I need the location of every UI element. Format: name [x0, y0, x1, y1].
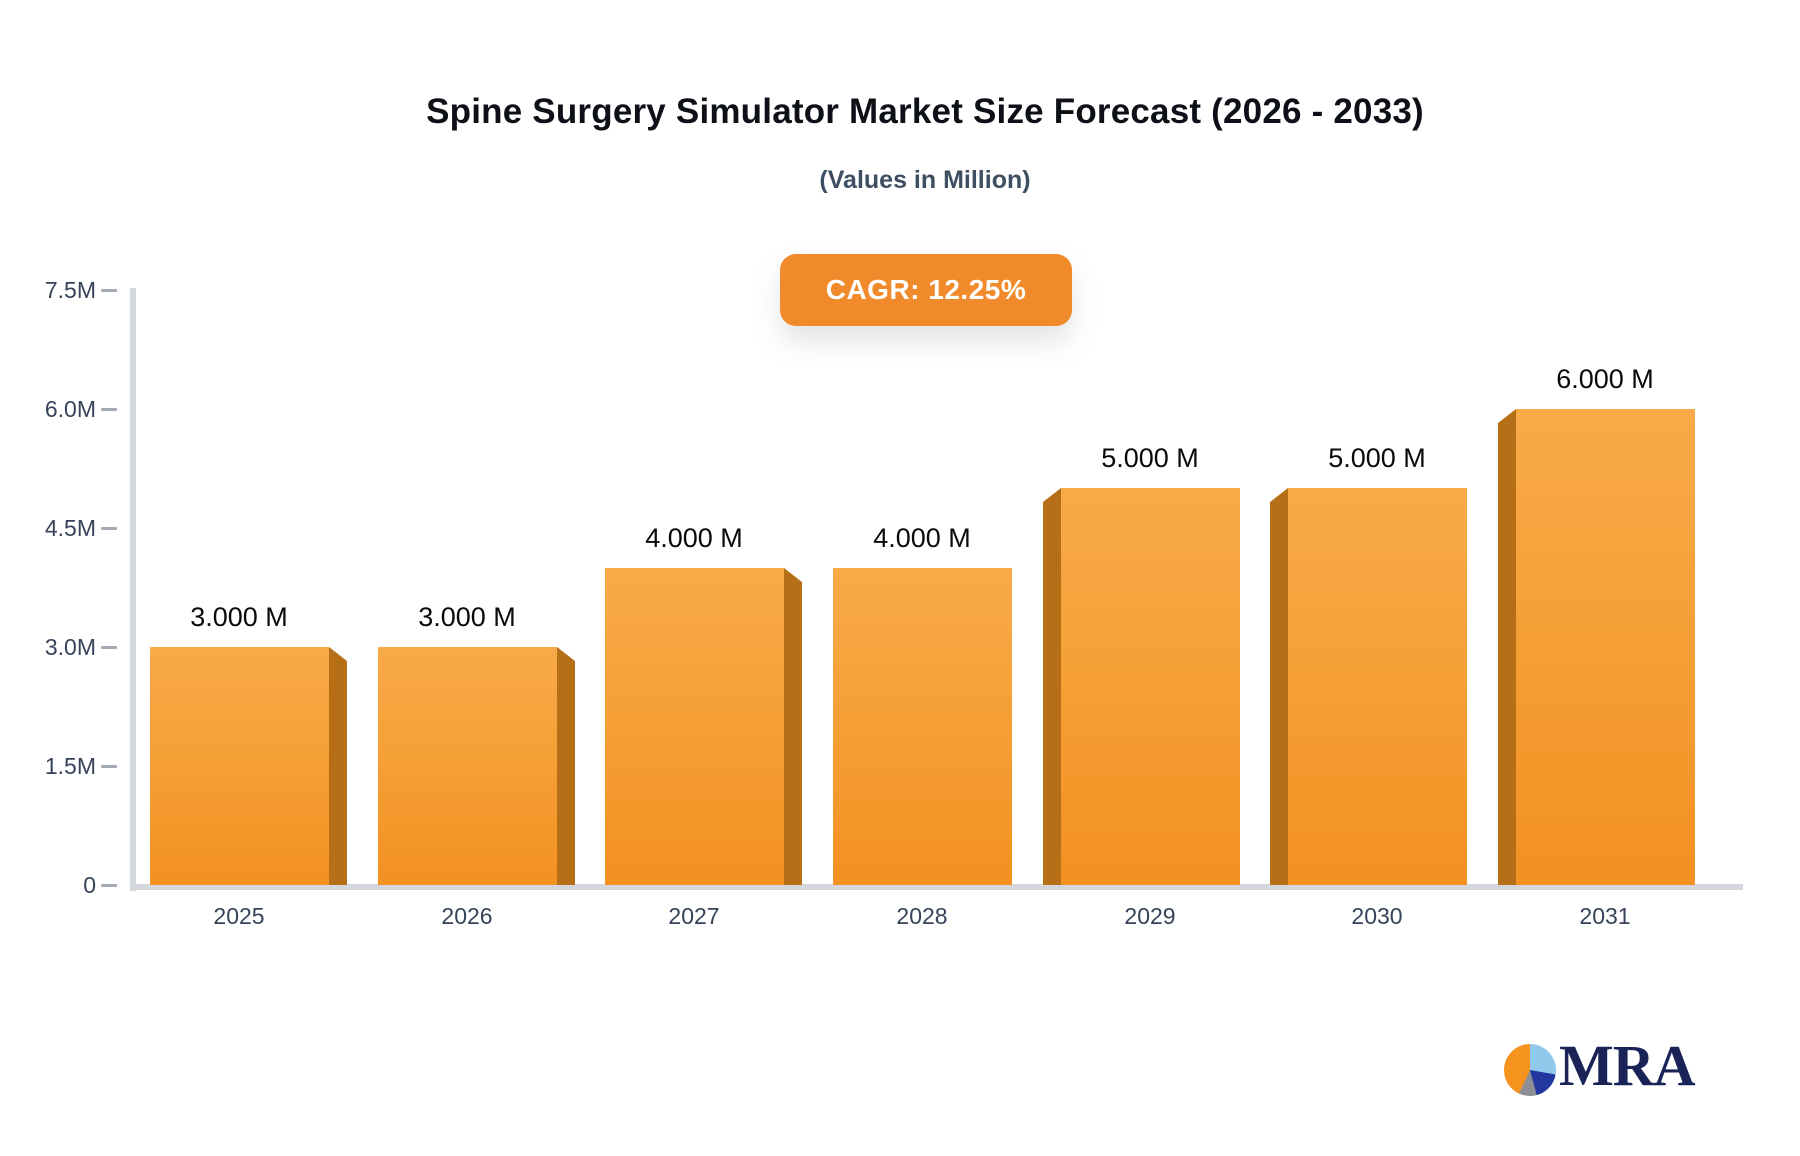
y-tick-dash-7.5M	[101, 289, 117, 292]
y-tick-label-6.0M: 6.0M	[44, 396, 96, 422]
bar-value-label-2029: 5.000 M	[1101, 443, 1199, 473]
bar-face-2029	[1061, 488, 1240, 885]
x-axis-line	[130, 884, 1743, 890]
bar-2027[interactable]	[587, 568, 802, 885]
y-axis-line	[130, 288, 136, 891]
bar-value-label-2026: 3.000 M	[418, 602, 516, 632]
y-tick-label-3.0M: 3.0M	[44, 634, 96, 660]
y-tick-dash-0	[101, 884, 117, 887]
y-tick-dash-6.0M	[101, 408, 117, 411]
bar-3d-side-2031	[1498, 409, 1516, 885]
bar-face-2026	[378, 647, 557, 885]
y-tick-dash-4.5M	[101, 527, 117, 530]
bar-3d-side-2029	[1043, 488, 1061, 885]
x-tick-label-2031: 2031	[1579, 903, 1631, 929]
bar-face-2025	[150, 647, 329, 885]
bar-3d-side-2025	[329, 647, 347, 885]
bar-3d-side-2026	[557, 647, 575, 885]
bar-value-label-2030: 5.000 M	[1328, 443, 1426, 473]
x-tick-label-2029: 2029	[1124, 903, 1176, 929]
chart-title: Spine Surgery Simulator Market Size Fore…	[426, 92, 1424, 131]
bar-face-2030	[1288, 488, 1467, 885]
y-tick-dash-1.5M	[101, 765, 117, 768]
x-tick-label-2025: 2025	[213, 903, 265, 929]
bar-face-2028	[833, 568, 1012, 885]
bar-value-label-2031: 6.000 M	[1556, 364, 1654, 394]
bar-face-2031	[1516, 409, 1695, 885]
chart-subtitle: (Values in Million)	[819, 166, 1031, 194]
bar-2029[interactable]	[1043, 488, 1258, 885]
bar-3d-side-2030	[1270, 488, 1288, 885]
x-tick-label-2030: 2030	[1351, 903, 1403, 929]
y-tick-dash-3.0M	[101, 646, 117, 649]
bar-3d-side-2027	[784, 568, 802, 885]
y-tick-label-4.5M: 4.5M	[44, 515, 96, 541]
bar-2031[interactable]	[1498, 409, 1713, 885]
x-tick-label-2027: 2027	[668, 903, 720, 929]
x-tick-label-2026: 2026	[441, 903, 493, 929]
bar-face-2027	[605, 568, 784, 885]
bar-value-label-2027: 4.000 M	[645, 523, 743, 553]
y-tick-label-1.5M: 1.5M	[44, 753, 96, 779]
pie-chart-icon	[1504, 1044, 1556, 1096]
bar-value-label-2028: 4.000 M	[873, 523, 971, 553]
brand-text: MRA	[1559, 1033, 1696, 1098]
brand-logo: MRA	[1504, 1033, 1696, 1098]
bar-2028[interactable]	[815, 568, 1030, 885]
bar-2026[interactable]	[360, 647, 575, 885]
bar-2030[interactable]	[1270, 488, 1485, 885]
bar-2025[interactable]	[132, 647, 347, 885]
y-tick-label-7.5M: 7.5M	[44, 277, 96, 303]
cagr-badge-label: CAGR: 12.25%	[825, 274, 1027, 305]
y-tick-label-0: 0	[83, 872, 96, 898]
cagr-badge: CAGR: 12.25%	[780, 254, 1072, 326]
bar-value-label-2025: 3.000 M	[190, 602, 288, 632]
x-tick-label-2028: 2028	[896, 903, 948, 929]
